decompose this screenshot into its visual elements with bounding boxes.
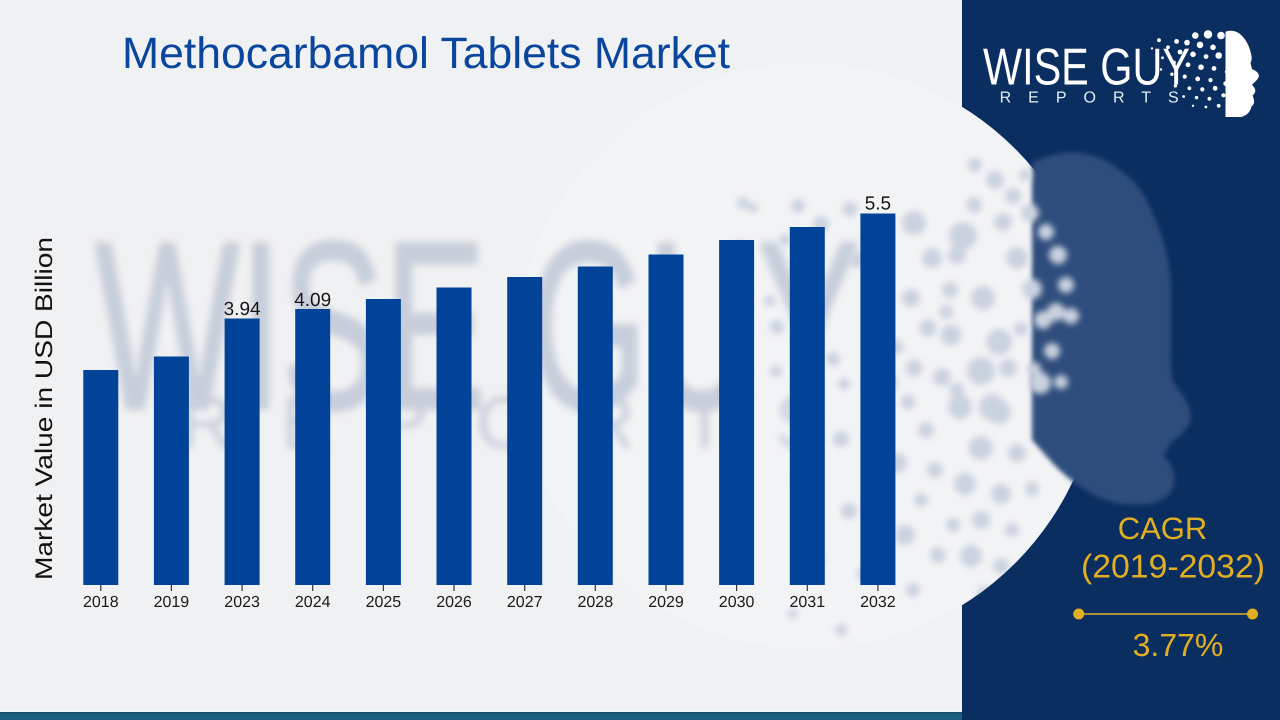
- svg-text:5.5: 5.5: [865, 194, 891, 215]
- svg-text:2024: 2024: [295, 594, 331, 611]
- svg-text:4.09: 4.09: [294, 290, 331, 311]
- svg-text:2029: 2029: [648, 594, 684, 611]
- svg-text:2018: 2018: [83, 594, 119, 611]
- svg-text:2027: 2027: [507, 594, 543, 611]
- svg-text:2032: 2032: [860, 594, 896, 611]
- svg-text:3.77%: 3.77%: [1133, 627, 1224, 663]
- svg-text:2019: 2019: [154, 594, 190, 611]
- svg-text:2026: 2026: [436, 594, 472, 611]
- svg-text:WISE GUY: WISE GUY: [983, 39, 1190, 97]
- svg-text:2025: 2025: [366, 594, 402, 611]
- svg-text:(2019-2032): (2019-2032): [1081, 548, 1265, 585]
- svg-text:2030: 2030: [719, 594, 755, 611]
- svg-text:Market Value in USD Billion: Market Value in USD Billion: [31, 237, 58, 580]
- svg-text:2031: 2031: [790, 594, 826, 611]
- svg-text:Methocarbamol Tablets Market: Methocarbamol Tablets Market: [122, 29, 730, 78]
- svg-text:CAGR: CAGR: [1118, 511, 1208, 546]
- svg-text:3.94: 3.94: [224, 299, 261, 320]
- svg-text:2023: 2023: [224, 594, 260, 611]
- svg-text:REPORTS: REPORTS: [1000, 89, 1196, 106]
- svg-text:2028: 2028: [578, 594, 614, 611]
